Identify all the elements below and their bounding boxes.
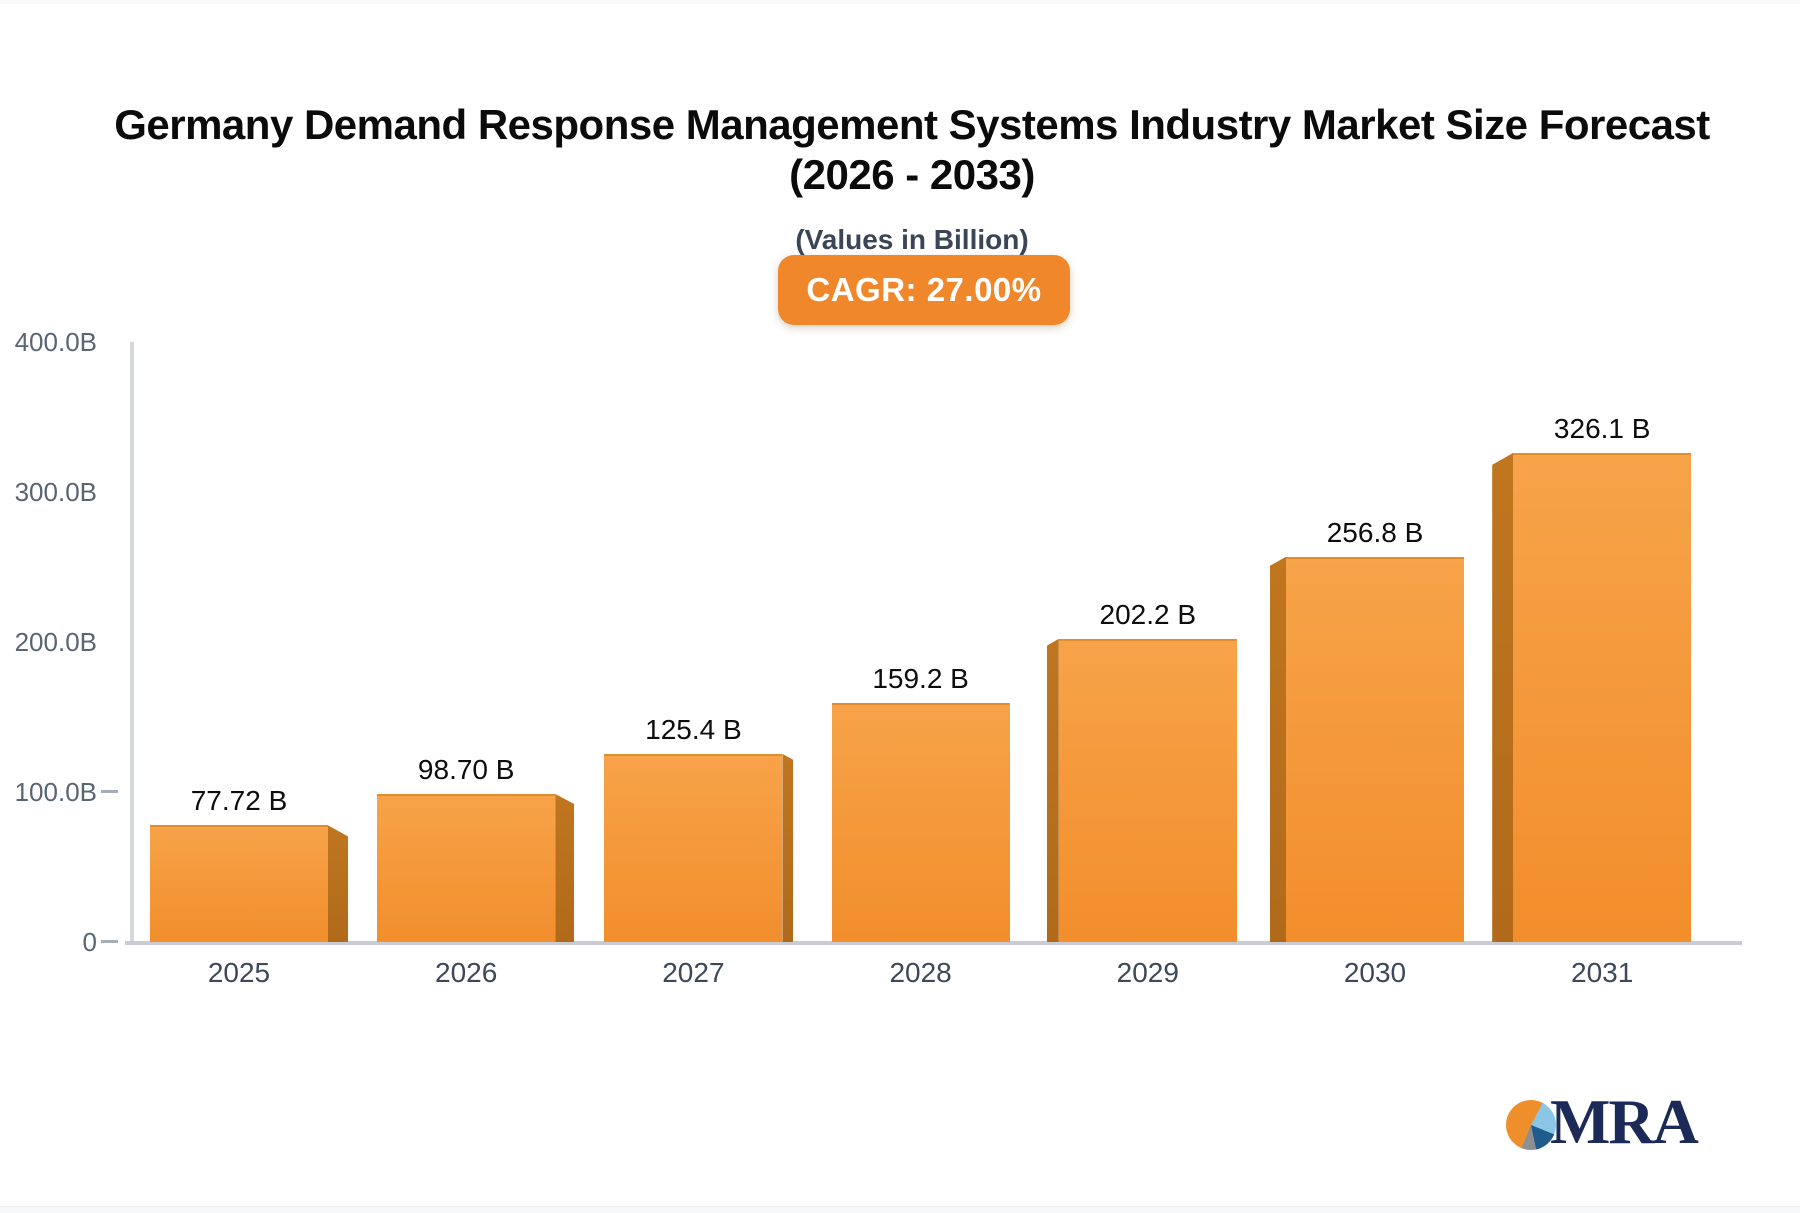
y-tick-label: 400.0B — [14, 327, 97, 357]
bar-3d-side-face — [328, 825, 348, 942]
y-tick-label: 300.0B — [14, 477, 97, 507]
bar-value-label: 125.4 B — [645, 713, 742, 745]
y-tick-label: 200.0B — [14, 627, 97, 657]
bar-2030 — [1286, 556, 1464, 942]
bar-3d-side-face — [555, 793, 575, 942]
bar-value-label: 256.8 B — [1326, 516, 1424, 548]
bar-value-label: 98.70 B — [417, 753, 515, 785]
bar-2027 — [604, 753, 783, 942]
chart-title-line2: (2026 - 2033) — [789, 151, 1035, 198]
bar-2026 — [377, 793, 556, 942]
x-tick-label: 2026 — [435, 957, 498, 988]
x-tick-label: 2028 — [889, 957, 952, 988]
bar-3d-side-face — [782, 753, 794, 942]
mra-logo: MRA — [1506, 1086, 1746, 1158]
cagr-badge: CAGR: 27.00% — [778, 255, 1070, 325]
bar-2028 — [831, 703, 1010, 942]
y-axis-line — [130, 342, 134, 944]
x-tick-label: 2031 — [1571, 957, 1634, 988]
y-tick-dash — [101, 790, 118, 793]
chart-subtitle: (Values in Billion) — [795, 224, 1029, 255]
x-tick-label: 2027 — [662, 957, 725, 988]
x-tick-label: 2030 — [1343, 957, 1407, 988]
bar-value-label: 159.2 B — [872, 663, 969, 695]
bar-3d-side-face — [1046, 638, 1059, 942]
y-tick-dash — [101, 940, 118, 943]
bar-2029 — [1058, 638, 1237, 942]
y-tick-label: 0 — [82, 927, 97, 957]
bar-2031 — [1513, 452, 1692, 942]
bar-value-label: 202.2 B — [1099, 598, 1197, 630]
x-axis-line — [125, 941, 1742, 945]
chart-title: Germany Demand Response Management Syste… — [12, 100, 1800, 200]
logo-text: MRA — [1550, 1086, 1699, 1157]
chart-title-line1: Germany Demand Response Management Syste… — [114, 101, 1710, 148]
bar-3d-side-face — [1492, 452, 1514, 942]
bar-value-label: 326.1 B — [1553, 412, 1651, 444]
x-tick-label: 2029 — [1116, 957, 1179, 988]
y-tick-label: 100.0B — [14, 777, 97, 807]
bar-value-label: 77.72 B — [190, 785, 288, 817]
bar-2025 — [150, 825, 328, 942]
x-tick-label: 2025 — [207, 957, 271, 988]
bottom-edge-strip — [0, 1206, 1800, 1213]
top-edge-strip — [0, 0, 1800, 4]
bar-3d-side-face — [1270, 556, 1286, 942]
pie-chart-icon — [1506, 1100, 1556, 1150]
